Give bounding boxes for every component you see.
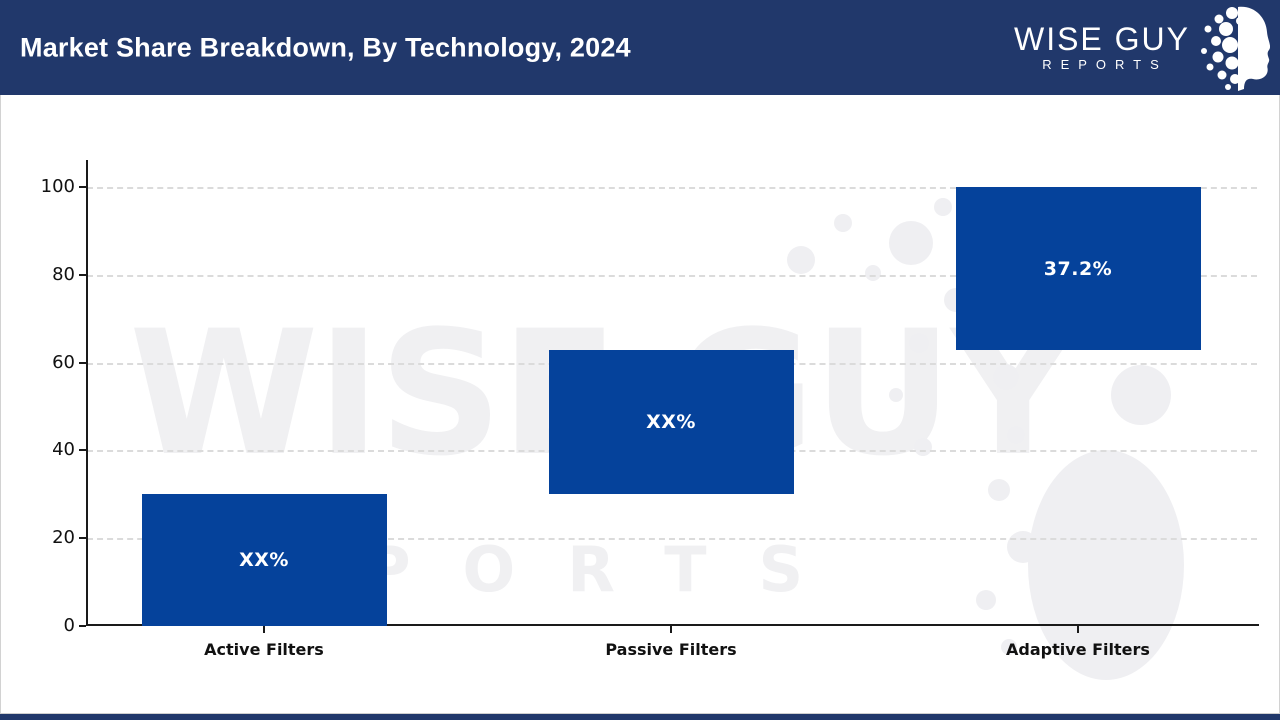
bar-value-label: XX% — [239, 549, 289, 572]
brand-logo-text: WISE GUY REPORTS — [1013, 20, 1190, 73]
x-category-label: Active Filters — [204, 640, 324, 659]
y-tick-label-80: 80 — [52, 263, 75, 285]
brand-logo: WISE GUY REPORTS — [1014, 5, 1270, 91]
y-tick-mark-80 — [79, 273, 86, 276]
x-tick-mark-3 — [1077, 626, 1079, 633]
head-profile-icon — [1201, 6, 1270, 91]
y-tick-mark-40 — [79, 449, 86, 452]
gridline-20 — [87, 538, 1257, 541]
brand-name: WISE GUY — [1013, 20, 1190, 57]
y-tick-mark-20 — [79, 537, 86, 540]
bar-value-label: 37.2% — [1043, 257, 1113, 280]
gridline-80 — [87, 274, 1257, 277]
x-tick-mark-2 — [670, 626, 672, 633]
brand-subname: REPORTS — [1042, 57, 1168, 73]
bar-adaptive-filters: 37.2% — [955, 187, 1201, 351]
watermark-head-dots — [787, 198, 1184, 680]
x-axis-line — [86, 624, 1259, 626]
bar-active-filters: XX% — [141, 494, 387, 626]
bar-passive-filters: XX% — [548, 350, 794, 495]
y-tick-mark-100 — [79, 186, 86, 188]
x-category-label: Passive Filters — [605, 640, 737, 659]
footer-bar — [0, 714, 1280, 720]
page-title: Market Share Breakdown, By Technology, 2… — [20, 32, 631, 62]
y-tick-label-20: 20 — [52, 527, 75, 549]
header-bar: Market Share Breakdown, By Technology, 2… — [0, 0, 1280, 95]
y-axis-line — [86, 160, 88, 624]
bar-value-label: XX% — [646, 411, 696, 434]
x-tick-mark-1 — [263, 626, 265, 633]
y-tick-label-100: 100 — [40, 176, 75, 197]
x-category-label: Adaptive Filters — [1006, 640, 1150, 659]
y-tick-label-60: 60 — [52, 351, 75, 373]
y-tick-mark-60 — [79, 361, 86, 364]
chart-canvas: WISE GUY REPORTS 0 20 40 60 80 100 XX% Active F — [0, 95, 1280, 714]
y-tick-mark-0 — [79, 625, 86, 627]
y-tick-label-0: 0 — [63, 615, 75, 636]
y-tick-label-40: 40 — [52, 439, 75, 461]
gridline-100 — [87, 187, 1257, 189]
